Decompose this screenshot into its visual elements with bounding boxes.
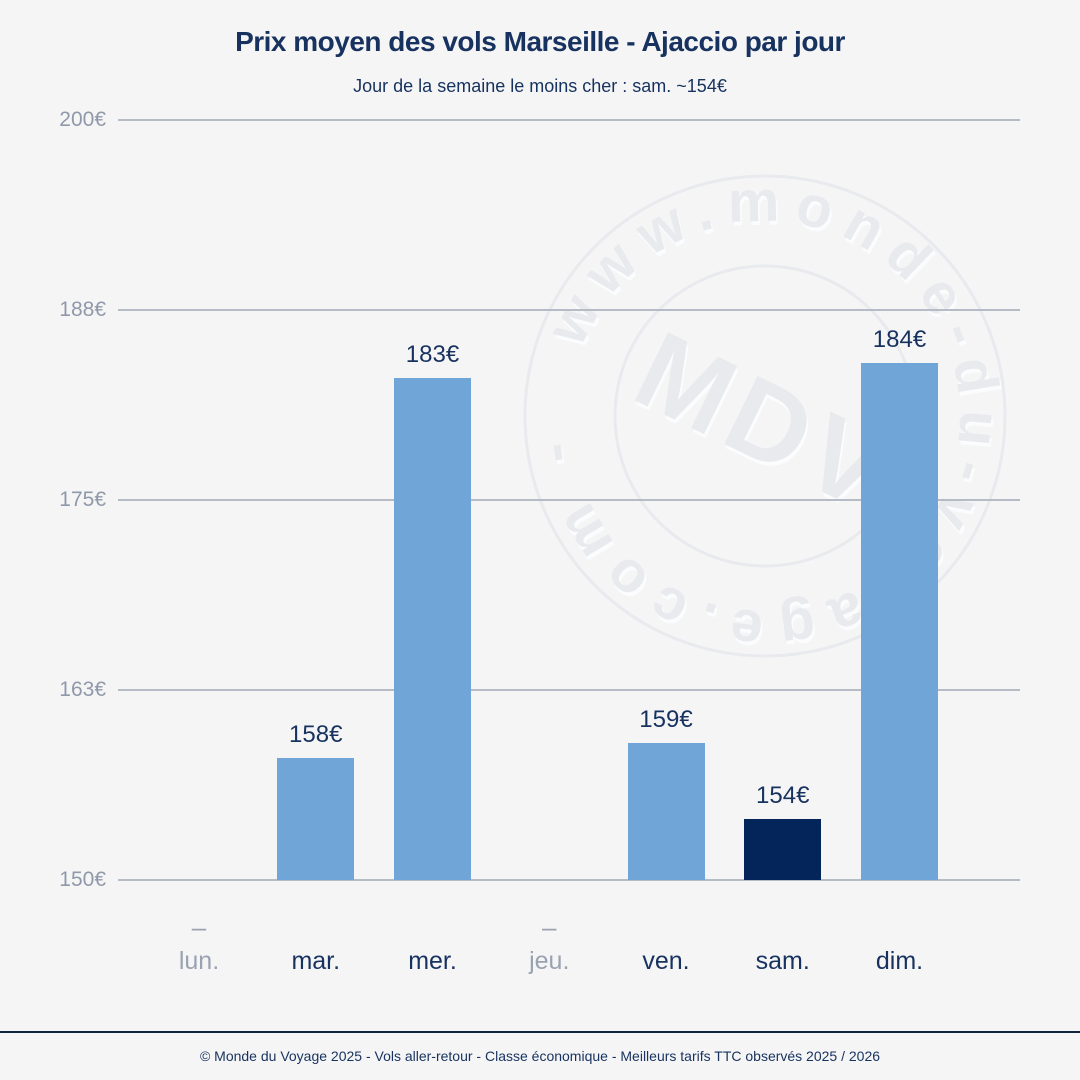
- x-axis-label-sam: sam.: [755, 947, 810, 975]
- chart-title: Prix moyen des vols Marseille - Ajaccio …: [235, 26, 845, 57]
- x-axis-label-mer: mer.: [408, 947, 457, 975]
- gridline: [118, 119, 1020, 121]
- x-axis-label-jeu: jeu.: [529, 947, 570, 975]
- chart-subtitle: Jour de la semaine le moins cher : sam. …: [353, 76, 727, 96]
- bar-ven[interactable]: [627, 743, 705, 880]
- x-axis-label-mar: mar.: [291, 947, 341, 975]
- bar-value-label-sam: 154€: [756, 782, 810, 810]
- bar-value-label-dim: 184€: [872, 326, 927, 354]
- x-axis-label-dim: dim.: [875, 947, 924, 975]
- y-axis-label: 188€: [59, 298, 106, 321]
- gridline: [118, 879, 1020, 881]
- bar-value-label-ven: 159€: [639, 706, 693, 734]
- gridline: [118, 689, 1020, 691]
- y-axis-label: 175€: [59, 488, 106, 511]
- watermark-outer-circle: [523, 174, 1007, 658]
- footer-divider: [0, 1031, 1080, 1033]
- x-axis-label-ven: ven.: [642, 947, 690, 975]
- y-axis-label: 163€: [59, 678, 106, 701]
- y-axis-label: 200€: [59, 108, 106, 131]
- bar-value-label-mar: 158€: [289, 721, 343, 749]
- x-axis-label-lun: lun.: [178, 947, 220, 975]
- bar-sam[interactable]: [744, 819, 822, 880]
- gridline: [118, 309, 1020, 311]
- bar-value-label-mer: 183€: [405, 341, 460, 369]
- no-data-marker-jeu: –: [542, 912, 557, 942]
- y-axis-label: 150€: [59, 868, 106, 891]
- bar-dim[interactable]: [861, 363, 938, 880]
- gridline: [118, 499, 1020, 501]
- no-data-marker-lun: –: [191, 912, 207, 942]
- bar-mer[interactable]: [394, 378, 471, 880]
- bar-mar[interactable]: [277, 758, 355, 880]
- footer-note: © Monde du Voyage 2025 - Vols aller-reto…: [199, 1048, 881, 1064]
